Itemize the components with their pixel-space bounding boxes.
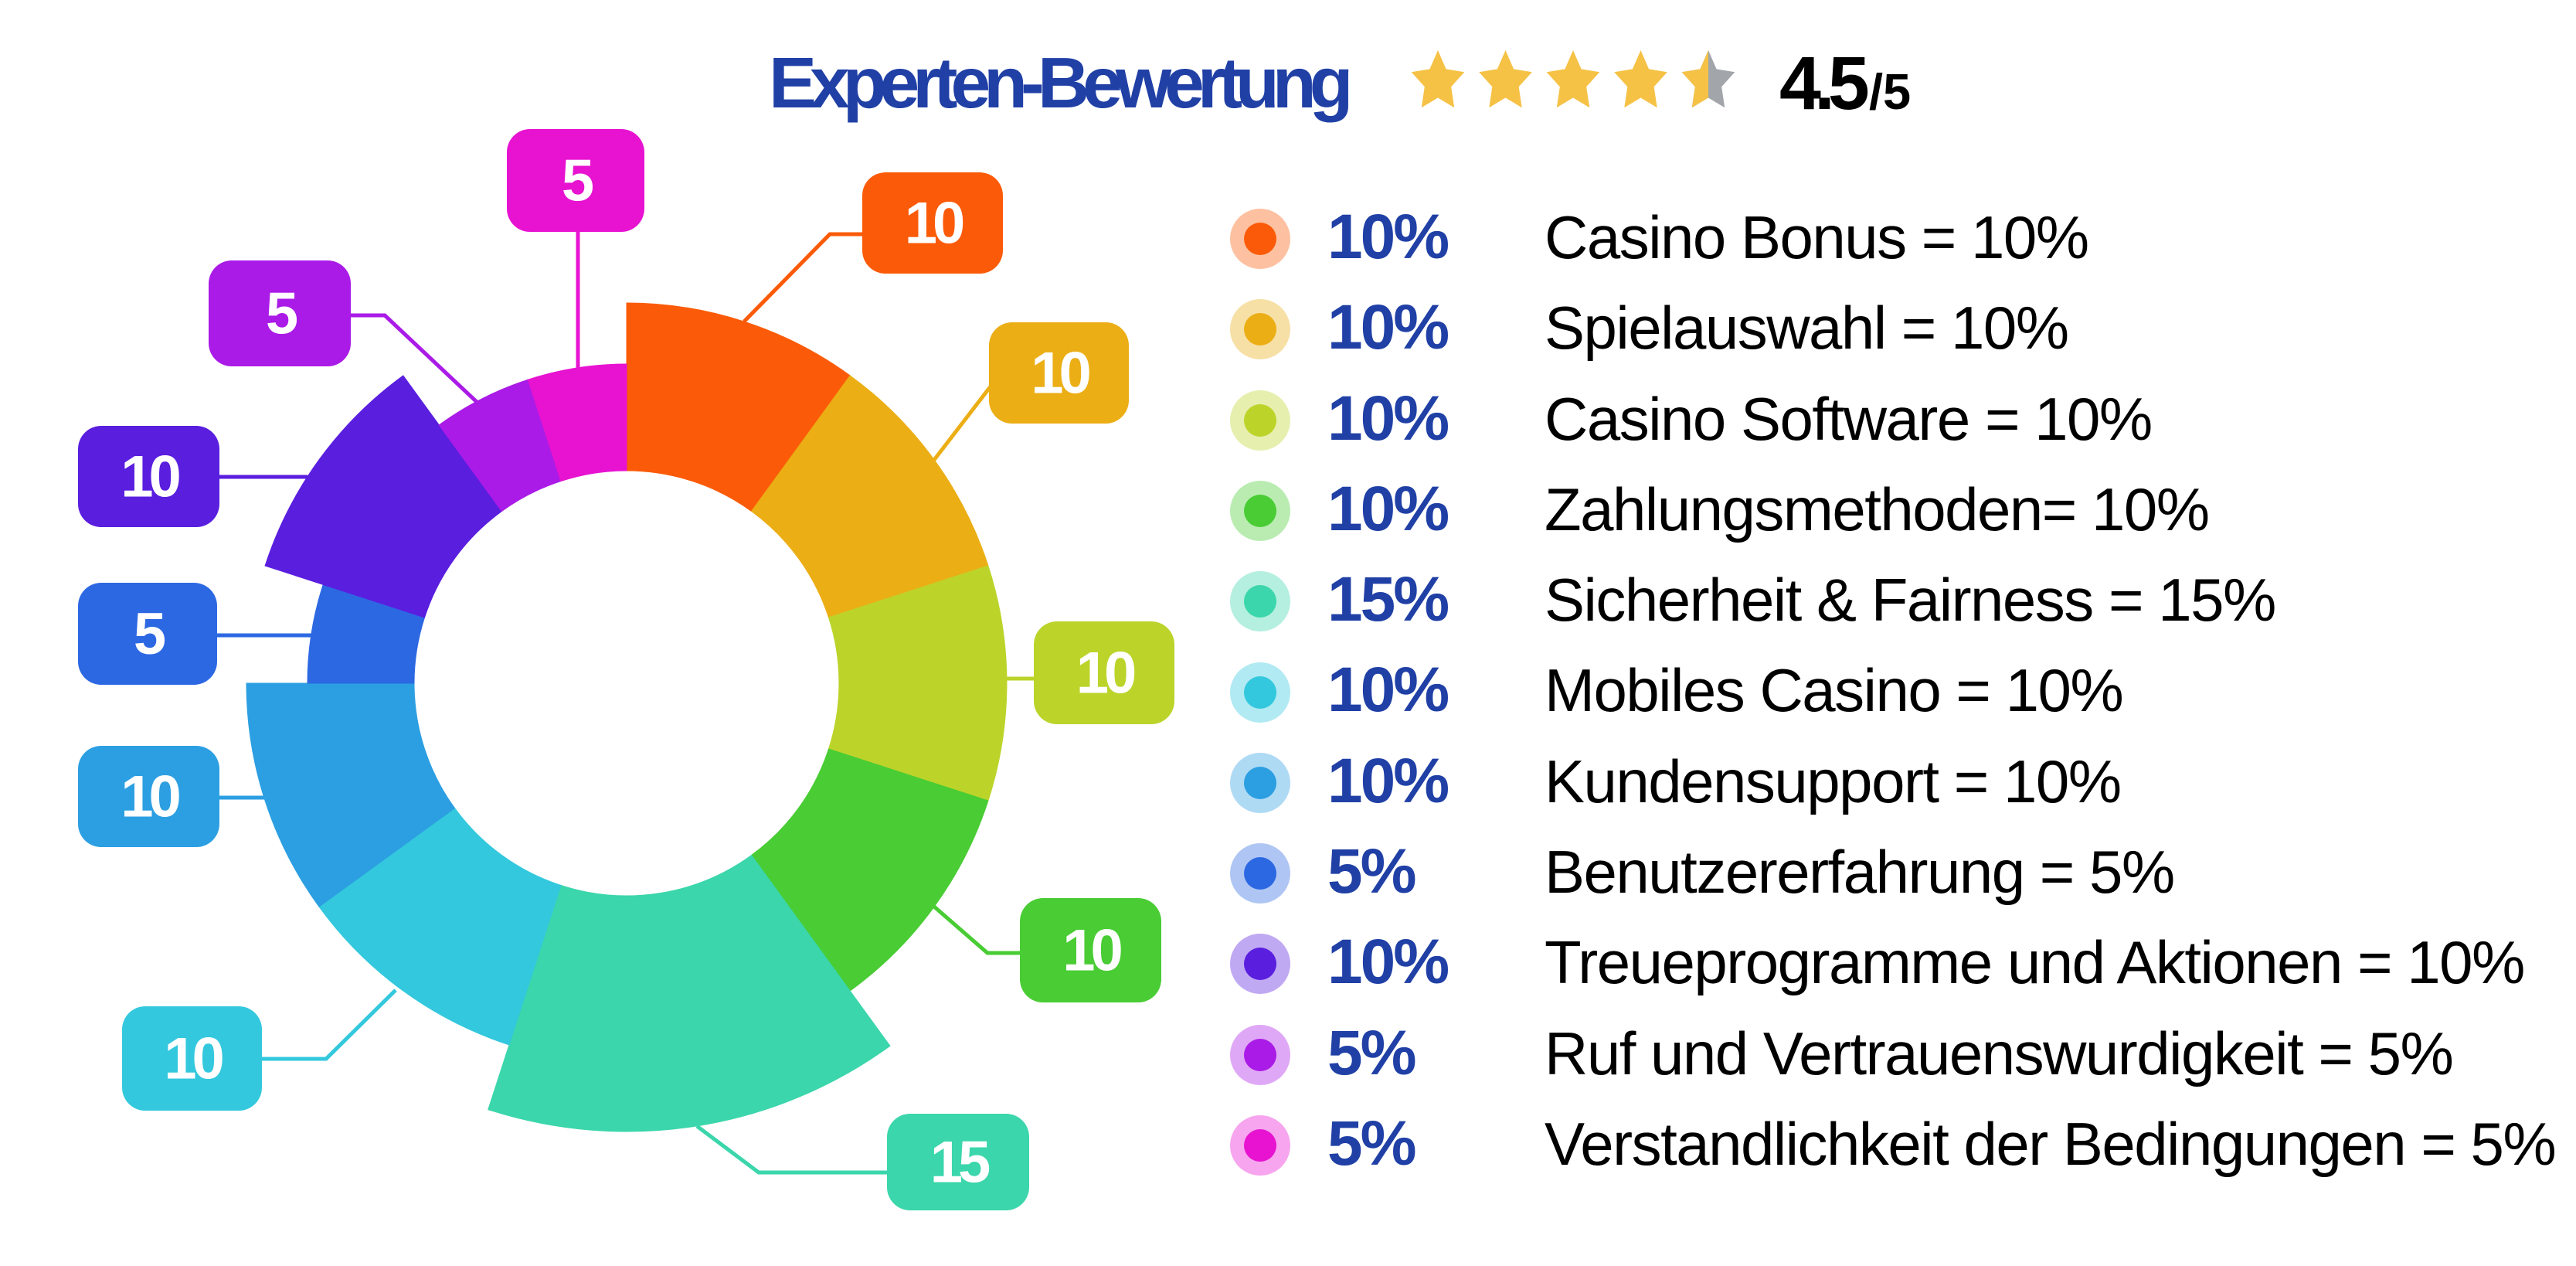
svg-text:Casino Software = 10%: Casino Software = 10% bbox=[1545, 385, 2152, 453]
svg-text:10: 10 bbox=[1076, 641, 1135, 706]
svg-text:5%: 5% bbox=[1327, 1018, 1415, 1088]
svg-text:Verstandlichkeit der Bedingung: Verstandlichkeit der Bedingungen = 5% bbox=[1545, 1110, 2555, 1178]
svg-text:Casino Bonus = 10%: Casino Bonus = 10% bbox=[1545, 203, 2088, 271]
svg-text:10: 10 bbox=[121, 764, 179, 830]
svg-text:Ruf und Vertrauenswurdigkeit =: Ruf und Vertrauenswurdigkeit = 5% bbox=[1545, 1019, 2452, 1087]
svg-text:Spielauswahl = 10%: Spielauswahl = 10% bbox=[1545, 294, 2068, 362]
svg-text:Experten-Bewertung: Experten-Bewertung bbox=[769, 43, 1349, 123]
svg-text:Mobiles Casino = 10%: Mobiles Casino = 10% bbox=[1545, 656, 2122, 724]
svg-text:10%: 10% bbox=[1327, 927, 1448, 997]
svg-text:10: 10 bbox=[1062, 918, 1121, 984]
svg-text:10: 10 bbox=[121, 444, 179, 510]
svg-text:10%: 10% bbox=[1327, 474, 1448, 544]
svg-text:/5: /5 bbox=[1869, 63, 1911, 120]
svg-text:5: 5 bbox=[134, 601, 165, 667]
svg-text:5%: 5% bbox=[1327, 836, 1415, 907]
svg-text:10%: 10% bbox=[1327, 292, 1448, 362]
svg-text:10%: 10% bbox=[1327, 655, 1448, 725]
svg-text:Treueprogramme und Aktionen =: Treueprogramme und Aktionen = 10% bbox=[1545, 928, 2524, 996]
svg-text:10%: 10% bbox=[1327, 383, 1448, 454]
svg-text:Benutzererfahrung = 5%: Benutzererfahrung = 5% bbox=[1545, 838, 2174, 906]
svg-text:10%: 10% bbox=[1327, 202, 1448, 272]
svg-text:4.5: 4.5 bbox=[1779, 41, 1868, 125]
svg-text:5: 5 bbox=[266, 281, 297, 347]
svg-text:15: 15 bbox=[930, 1130, 990, 1196]
svg-text:5: 5 bbox=[562, 148, 593, 214]
svg-text:10: 10 bbox=[1031, 341, 1089, 407]
svg-text:10: 10 bbox=[164, 1026, 223, 1092]
svg-text:Sicherheit & Fairness = 15%: Sicherheit & Fairness = 15% bbox=[1545, 566, 2275, 634]
svg-text:Kundensupport = 10%: Kundensupport = 10% bbox=[1545, 747, 2121, 815]
svg-text:10%: 10% bbox=[1327, 746, 1448, 816]
svg-text:10: 10 bbox=[905, 191, 963, 257]
svg-text:5%: 5% bbox=[1327, 1108, 1415, 1179]
svg-text:Zahlungsmethoden= 10%: Zahlungsmethoden= 10% bbox=[1545, 475, 2209, 543]
svg-text:15%: 15% bbox=[1327, 564, 1448, 635]
